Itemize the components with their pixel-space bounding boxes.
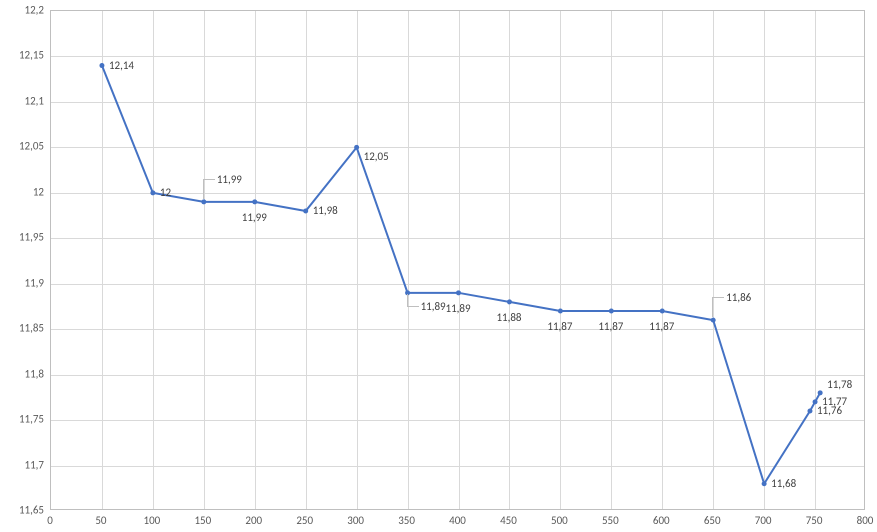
data-marker — [201, 199, 206, 204]
leader-line — [407, 294, 408, 306]
x-tick-label: 500 — [551, 514, 568, 527]
y-tick-label: 11,85 — [19, 322, 44, 335]
data-label: 12 — [160, 186, 171, 199]
data-label: 11,87 — [649, 320, 674, 333]
series-line — [102, 66, 820, 484]
x-tick-label: 750 — [806, 514, 823, 527]
data-label: 11,68 — [771, 477, 796, 490]
data-label: 11,98 — [313, 204, 338, 217]
data-marker — [507, 299, 512, 304]
data-marker — [456, 290, 461, 295]
leader-line — [407, 306, 419, 307]
data-label: 11,99 — [217, 173, 242, 186]
data-label: 12,14 — [109, 59, 134, 72]
data-label: 11,88 — [496, 311, 521, 324]
data-label: 11,78 — [827, 378, 852, 391]
data-label: 11,99 — [242, 211, 267, 224]
x-tick-label: 200 — [245, 514, 262, 527]
data-marker — [354, 145, 359, 150]
data-marker — [807, 409, 812, 414]
leader-line — [203, 179, 204, 199]
x-tick-label: 300 — [347, 514, 364, 527]
y-tick-label: 12,15 — [19, 49, 44, 62]
y-tick-label: 11,7 — [25, 458, 44, 471]
plot-area — [50, 10, 865, 510]
y-tick-label: 11,65 — [19, 504, 44, 517]
y-tick-label: 12,2 — [25, 4, 44, 17]
data-marker — [762, 481, 767, 486]
data-label: 11,77 — [822, 395, 847, 408]
data-label: 11,86 — [726, 291, 751, 304]
x-tick-label: 550 — [602, 514, 619, 527]
data-marker — [252, 199, 257, 204]
x-tick-label: 50 — [95, 514, 106, 527]
x-tick-label: 800 — [857, 514, 874, 527]
y-tick-label: 11,95 — [19, 231, 44, 244]
x-tick-label: 250 — [296, 514, 313, 527]
data-marker — [609, 309, 614, 314]
x-tick-label: 700 — [755, 514, 772, 527]
x-tick-label: 350 — [398, 514, 415, 527]
y-tick-label: 11,75 — [19, 413, 44, 426]
x-tick-label: 450 — [500, 514, 517, 527]
y-tick-label: 11,9 — [25, 276, 44, 289]
data-label: 12,05 — [364, 150, 389, 163]
data-marker — [99, 63, 104, 68]
x-tick-label: 100 — [144, 514, 161, 527]
line-chart: 0 50 100 150 200 250 300 350 400 450 500 550 600 650 7… — [0, 0, 877, 532]
leader-line — [203, 179, 215, 180]
x-tick-label: 150 — [194, 514, 211, 527]
data-label: 11,87 — [598, 320, 623, 333]
data-marker — [660, 309, 665, 314]
data-label: 11,89 — [446, 302, 471, 315]
y-tick-label: 12,1 — [25, 94, 44, 107]
y-tick-label: 12,05 — [19, 140, 44, 153]
leader-line — [712, 297, 713, 317]
leader-line — [712, 297, 724, 298]
x-tick-label: 600 — [653, 514, 670, 527]
x-tick-label: 400 — [449, 514, 466, 527]
data-marker — [711, 318, 716, 323]
data-label: 11,87 — [547, 320, 572, 333]
y-tick-label: 12 — [33, 185, 44, 198]
y-tick-label: 11,8 — [25, 367, 44, 380]
data-label: 11,89 — [421, 300, 446, 313]
series-svg — [51, 11, 866, 511]
x-tick-label: 0 — [47, 514, 53, 527]
data-marker — [150, 190, 155, 195]
data-marker — [303, 209, 308, 214]
data-marker — [558, 309, 563, 314]
x-tick-label: 650 — [704, 514, 721, 527]
